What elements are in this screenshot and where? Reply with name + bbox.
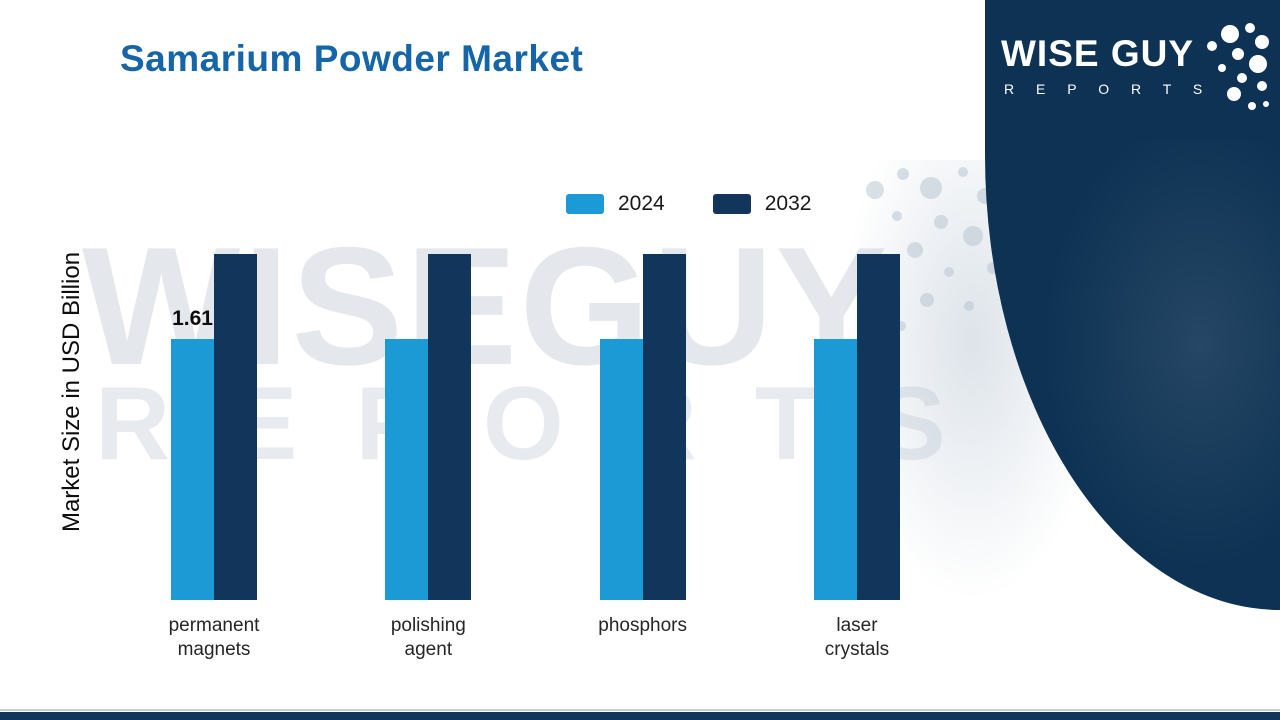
plot-area: 1.61 permanent magnets polishing agent phos… [169,243,900,660]
brand-head-silhouette [1030,140,1280,590]
bar-2024-2 [385,338,429,600]
bar-2032-1 [214,254,257,600]
bar-2024-4 [813,338,857,600]
footer-divider-line [0,709,1280,711]
page-title: Samarium Powder Market [120,38,584,79]
bar-2032-2 [428,254,472,600]
category-label-3: phosphors [598,615,688,636]
bar-group-3: phosphors [598,254,687,636]
bar-group-1: 1.61 permanent magnets [169,254,259,660]
bar-group-4: laser crystals [813,254,900,660]
legend-label-2024: 2024 [618,192,665,215]
brand-subtitle: R E P O R T S [1004,80,1212,97]
legend-swatch-2024 [566,194,604,214]
category-label-2: polishing agent [390,615,466,660]
brand-logo-panel: WISE GUY R E P O R T S [985,0,1280,610]
legend-swatch-2032 [712,194,751,214]
category-label-4: laser crystals [824,615,890,660]
bar-2032-3 [642,254,686,600]
footer-accent-bar [0,712,1280,720]
bar-value-label: 1.61 [172,306,213,330]
brand-head-dots-icon [1207,23,1269,110]
brand-name: WISE GUY [1001,33,1195,74]
bar-2024-1 [171,338,214,600]
category-label-1: permanent magnets [168,615,260,660]
bar-group-2: polishing agent [385,254,472,660]
legend: 2024 2032 [566,192,811,216]
y-axis-label: Market Size in USD Billion [58,251,85,533]
bar-2024-3 [599,338,643,600]
brand-logo: WISE GUY R E P O R T S [1001,33,1212,97]
bar-2032-4 [856,254,900,600]
legend-label-2032: 2032 [764,192,812,215]
